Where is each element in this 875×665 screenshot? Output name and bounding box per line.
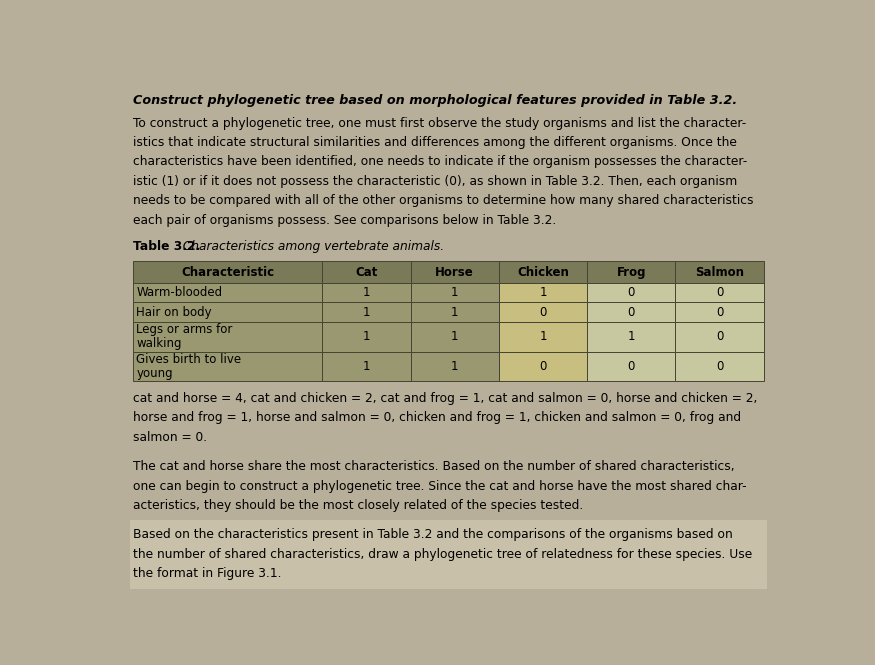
Bar <box>587 303 676 322</box>
Bar <box>322 322 410 352</box>
Bar <box>322 261 410 283</box>
Bar <box>587 352 676 381</box>
Text: one can begin to construct a phylogenetic tree. Since the cat and horse have the: one can begin to construct a phylogeneti… <box>133 479 746 493</box>
Bar <box>322 352 410 381</box>
Text: Legs or arms for
walking: Legs or arms for walking <box>136 323 233 350</box>
Text: Characteristic: Characteristic <box>181 266 274 279</box>
Text: the format in Figure 3.1.: the format in Figure 3.1. <box>133 567 282 580</box>
Text: needs to be compared with all of the other organisms to determine how many share: needs to be compared with all of the oth… <box>133 194 753 207</box>
Text: Characteristics among vertebrate animals.: Characteristics among vertebrate animals… <box>175 240 444 253</box>
Text: 1: 1 <box>451 331 458 343</box>
Text: 1: 1 <box>451 286 458 299</box>
Bar <box>322 283 410 303</box>
Text: istics that indicate structural similarities and differences among the different: istics that indicate structural similari… <box>133 136 737 149</box>
Text: Horse: Horse <box>436 266 474 279</box>
Bar <box>133 352 322 381</box>
Text: 1: 1 <box>363 331 370 343</box>
Bar <box>587 322 676 352</box>
Bar <box>133 261 322 283</box>
Text: Hair on body: Hair on body <box>136 306 212 319</box>
Text: Table 3.2.: Table 3.2. <box>133 240 200 253</box>
Bar <box>133 303 322 322</box>
Text: 1: 1 <box>539 286 547 299</box>
Text: 0: 0 <box>716 360 724 373</box>
Bar <box>587 283 676 303</box>
Bar <box>676 352 764 381</box>
Text: each pair of organisms possess. See comparisons below in Table 3.2.: each pair of organisms possess. See comp… <box>133 214 556 227</box>
Bar <box>499 261 587 283</box>
Text: Cat: Cat <box>355 266 378 279</box>
Text: characteristics have been identified, one needs to indicate if the organism poss: characteristics have been identified, on… <box>133 156 747 168</box>
Bar <box>133 322 322 352</box>
Bar <box>322 303 410 322</box>
Text: salmon = 0.: salmon = 0. <box>133 431 207 444</box>
Bar <box>410 303 499 322</box>
Text: 0: 0 <box>716 331 724 343</box>
Bar <box>676 303 764 322</box>
Bar <box>499 303 587 322</box>
Text: 1: 1 <box>627 331 635 343</box>
Text: To construct a phylogenetic tree, one must first observe the study organisms and: To construct a phylogenetic tree, one mu… <box>133 116 746 130</box>
Text: 0: 0 <box>627 286 635 299</box>
Text: 0: 0 <box>539 360 547 373</box>
Bar <box>676 261 764 283</box>
Bar <box>676 322 764 352</box>
Text: acteristics, they should be the most closely related of the species tested.: acteristics, they should be the most clo… <box>133 499 584 512</box>
Text: 1: 1 <box>451 360 458 373</box>
Text: 0: 0 <box>716 286 724 299</box>
Text: 0: 0 <box>539 306 547 319</box>
Bar <box>676 283 764 303</box>
Text: The cat and horse share the most characteristics. Based on the number of shared : The cat and horse share the most charact… <box>133 460 735 473</box>
Text: 1: 1 <box>363 360 370 373</box>
Bar <box>410 261 499 283</box>
Text: Based on the characteristics present in Table 3.2 and the comparisons of the org: Based on the characteristics present in … <box>133 528 733 541</box>
Bar <box>130 521 767 589</box>
Text: Chicken: Chicken <box>517 266 569 279</box>
Bar <box>499 322 587 352</box>
Text: horse and frog = 1, horse and salmon = 0, chicken and frog = 1, chicken and salm: horse and frog = 1, horse and salmon = 0… <box>133 412 741 424</box>
Text: 1: 1 <box>363 286 370 299</box>
Bar <box>133 283 322 303</box>
Text: 0: 0 <box>627 306 635 319</box>
Bar <box>410 352 499 381</box>
Text: 1: 1 <box>539 331 547 343</box>
Bar <box>410 283 499 303</box>
Text: the number of shared characteristics, draw a phylogenetic tree of relatedness fo: the number of shared characteristics, dr… <box>133 548 752 561</box>
Text: 0: 0 <box>627 360 635 373</box>
Bar <box>499 283 587 303</box>
Bar <box>587 261 676 283</box>
Text: istic (1) or if it does not possess the characteristic (0), as shown in Table 3.: istic (1) or if it does not possess the … <box>133 175 738 188</box>
Bar <box>499 352 587 381</box>
Text: 0: 0 <box>716 306 724 319</box>
Text: 1: 1 <box>451 306 458 319</box>
Text: Gives birth to live
young: Gives birth to live young <box>136 352 242 380</box>
Text: Salmon: Salmon <box>695 266 744 279</box>
Text: 1: 1 <box>363 306 370 319</box>
Text: Construct phylogenetic tree based on morphological features provided in Table 3.: Construct phylogenetic tree based on mor… <box>133 94 738 107</box>
Text: Warm-blooded: Warm-blooded <box>136 286 222 299</box>
Bar <box>410 322 499 352</box>
Text: Frog: Frog <box>617 266 646 279</box>
Text: cat and horse = 4, cat and chicken = 2, cat and frog = 1, cat and salmon = 0, ho: cat and horse = 4, cat and chicken = 2, … <box>133 392 758 405</box>
